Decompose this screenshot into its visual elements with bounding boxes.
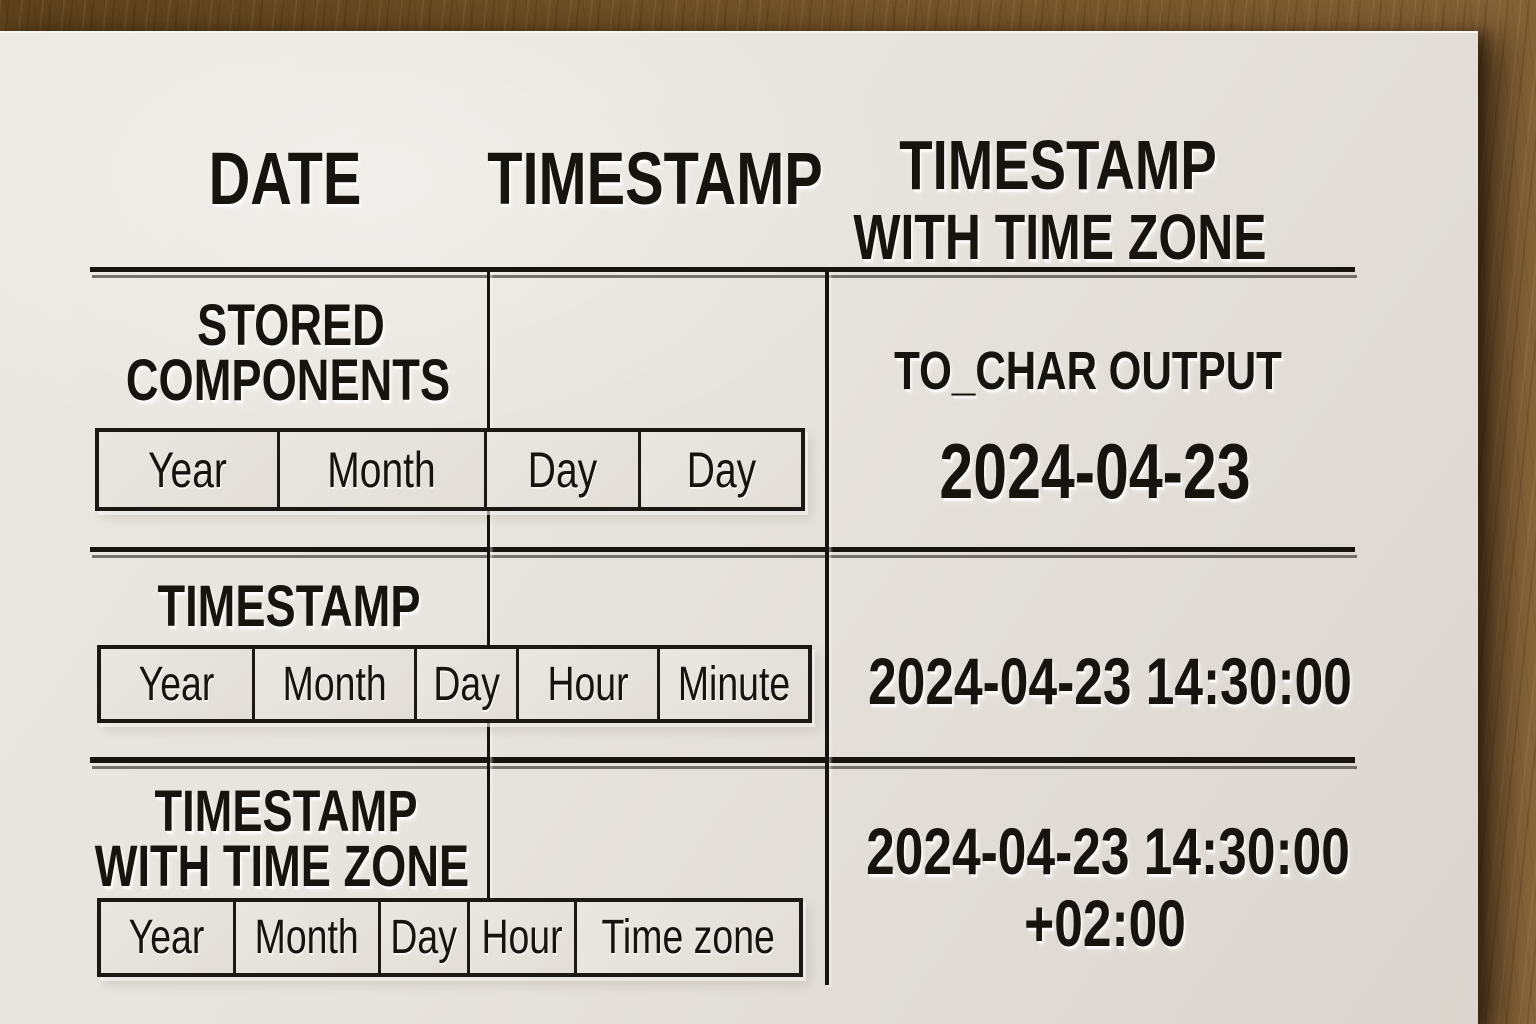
column-divider-mid-segment-2 [487,511,490,645]
paper-sheet [0,31,1478,1024]
component-cell-month: Month [254,649,418,719]
row-separator-1 [90,547,1357,558]
timestamp-tz-components-row: Year Month Day Hour Time zone [97,898,803,977]
timestamp-components-row: Year Month Day Hour Minute [97,645,812,723]
row-timestamp-tz-label-line2: WITH TIME ZONE [94,834,470,899]
timestamp-tz-output-line2: +02:00 [1024,886,1186,960]
timestamp-output-value: 2024-04-23 14:30:00 [868,644,1352,718]
component-cell-year: Year [101,649,255,719]
component-cell-time-zone: Time zone [576,902,799,973]
component-cell-month: Month [235,902,382,973]
column-divider-mid-segment-3 [487,723,490,900]
component-cell-month: Month [279,432,487,507]
component-cell-day: Day [381,902,470,973]
component-cell-year: Year [99,432,280,507]
date-output-value: 2024-04-23 [939,427,1251,515]
row-timestamp-label: TIMESTAMP [157,574,421,639]
row-date-label-line1: STORED [197,293,385,358]
component-cell-minute: Minute [660,649,808,719]
component-cell-year: Year [101,902,236,973]
column-header-timestamp-tz-line1: TIMESTAMP [899,126,1217,204]
component-cell-hour: Hour [519,649,661,719]
column-header-timestamp-tz-line2: WITH TIME ZONE [853,201,1267,273]
column-divider-main [825,271,829,985]
date-components-row: Year Month Day Day [95,428,805,511]
row-timestamp-tz-label-line1: TIMESTAMP [154,779,418,844]
timestamp-tz-output-line1: 2024-04-23 14:30:00 [866,814,1350,888]
component-cell-day-2: Day [640,432,801,507]
column-divider-mid-segment-1 [487,271,490,428]
component-cell-hour: Hour [469,902,577,973]
component-cell-day: Day [486,432,641,507]
column-header-timestamp: TIMESTAMP [487,137,823,220]
row-date-label-line2: COMPONENTS [125,348,451,413]
header-underline [90,267,1357,278]
column-header-date: DATE [208,137,362,220]
component-cell-day: Day [417,649,520,719]
to-char-output-header: TO_CHAR OUTPUT [894,341,1282,401]
row-separator-2 [90,757,1357,769]
